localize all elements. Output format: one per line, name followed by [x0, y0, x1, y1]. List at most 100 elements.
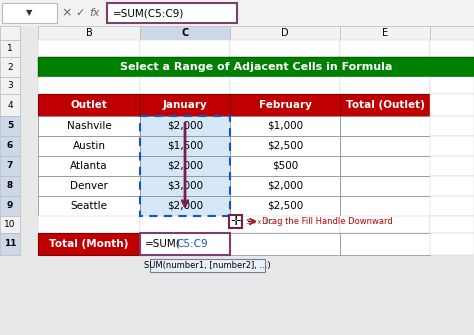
- Text: 8: 8: [7, 182, 13, 191]
- Bar: [0, 116, 20, 136]
- Bar: [0, 196, 20, 216]
- Bar: [140, 196, 230, 216]
- Text: Drag the Fill Handle Downward: Drag the Fill Handle Downward: [262, 217, 393, 226]
- Bar: [340, 176, 430, 196]
- Bar: [0, 0, 474, 26]
- Text: fx: fx: [90, 8, 100, 18]
- Text: Austin: Austin: [73, 141, 106, 151]
- Text: 10: 10: [4, 220, 16, 229]
- Text: $2,000: $2,000: [167, 121, 203, 131]
- Text: Atlanta: Atlanta: [70, 161, 108, 171]
- Text: Total (Month): Total (Month): [49, 239, 128, 249]
- Text: ×: ×: [62, 6, 72, 19]
- Bar: [140, 116, 230, 216]
- Bar: [0, 77, 20, 94]
- Bar: [230, 136, 340, 156]
- Bar: [340, 216, 430, 233]
- Bar: [140, 136, 230, 156]
- Bar: [340, 136, 430, 156]
- Bar: [430, 156, 474, 176]
- Text: Denver: Denver: [70, 181, 108, 191]
- Bar: [0, 156, 20, 176]
- Text: Total (Outlet): Total (Outlet): [346, 100, 424, 110]
- Text: SUM(number1, [number2], ...): SUM(number1, [number2], ...): [144, 261, 271, 270]
- Bar: [38, 26, 140, 40]
- Text: Select a Range of Adjacent Cells in Formula: Select a Range of Adjacent Cells in Form…: [120, 62, 392, 72]
- Bar: [430, 40, 474, 57]
- Text: January: January: [163, 100, 207, 110]
- Text: =SUM(C5:C9): =SUM(C5:C9): [113, 8, 184, 18]
- Bar: [38, 94, 140, 116]
- Text: $2,000: $2,000: [167, 201, 203, 211]
- Text: 5: 5: [7, 122, 13, 131]
- Text: B: B: [86, 28, 92, 38]
- Text: 2: 2: [7, 63, 13, 71]
- Bar: [140, 26, 230, 40]
- Bar: [229, 215, 242, 228]
- Bar: [230, 216, 340, 233]
- Bar: [150, 259, 265, 272]
- Bar: [0, 26, 20, 40]
- Bar: [430, 26, 474, 40]
- Bar: [38, 57, 474, 77]
- Bar: [230, 156, 340, 176]
- Text: D: D: [281, 28, 289, 38]
- Text: =SUM(: =SUM(: [145, 239, 181, 249]
- Text: $3,000: $3,000: [167, 181, 203, 191]
- Bar: [140, 116, 230, 136]
- Bar: [340, 26, 430, 40]
- Bar: [140, 94, 230, 116]
- Text: 1: 1: [7, 44, 13, 53]
- Bar: [38, 116, 140, 136]
- Bar: [340, 196, 430, 216]
- Text: ▼: ▼: [26, 8, 32, 17]
- Bar: [38, 176, 140, 196]
- Bar: [230, 196, 340, 216]
- Bar: [340, 116, 430, 136]
- Text: $1,000: $1,000: [267, 121, 303, 131]
- Bar: [340, 233, 430, 255]
- Bar: [38, 196, 140, 216]
- Bar: [0, 216, 20, 233]
- Text: $2,500: $2,500: [267, 201, 303, 211]
- Bar: [340, 94, 430, 116]
- Bar: [430, 136, 474, 156]
- Text: February: February: [258, 100, 311, 110]
- Bar: [0, 57, 20, 77]
- Text: $500: $500: [272, 161, 298, 171]
- Text: 9: 9: [7, 201, 13, 210]
- Bar: [0, 94, 20, 116]
- Bar: [0, 176, 20, 196]
- Bar: [38, 156, 140, 176]
- Bar: [340, 77, 430, 94]
- Text: C: C: [182, 28, 189, 38]
- Text: $1,500: $1,500: [167, 141, 203, 151]
- Bar: [230, 233, 340, 255]
- Text: 3: 3: [7, 81, 13, 90]
- Bar: [107, 3, 237, 23]
- Bar: [230, 26, 340, 40]
- Text: Seattle: Seattle: [71, 201, 108, 211]
- Bar: [0, 40, 20, 57]
- Text: Outlet: Outlet: [71, 100, 108, 110]
- Text: 11: 11: [4, 240, 16, 249]
- Bar: [38, 233, 140, 255]
- Bar: [230, 116, 340, 136]
- Bar: [140, 40, 230, 57]
- Bar: [140, 77, 230, 94]
- Text: 6: 6: [7, 141, 13, 150]
- Text: E: E: [382, 28, 388, 38]
- Bar: [430, 176, 474, 196]
- Bar: [140, 156, 230, 176]
- Bar: [38, 77, 140, 94]
- Text: ✛: ✛: [230, 215, 241, 228]
- Text: 5R x 1C: 5R x 1C: [246, 219, 273, 225]
- Text: Nashvile: Nashvile: [67, 121, 111, 131]
- Bar: [2, 3, 57, 23]
- Bar: [38, 40, 140, 57]
- Bar: [430, 216, 474, 233]
- Bar: [140, 233, 230, 255]
- Bar: [430, 196, 474, 216]
- Text: 4: 4: [7, 100, 13, 110]
- Bar: [430, 233, 474, 255]
